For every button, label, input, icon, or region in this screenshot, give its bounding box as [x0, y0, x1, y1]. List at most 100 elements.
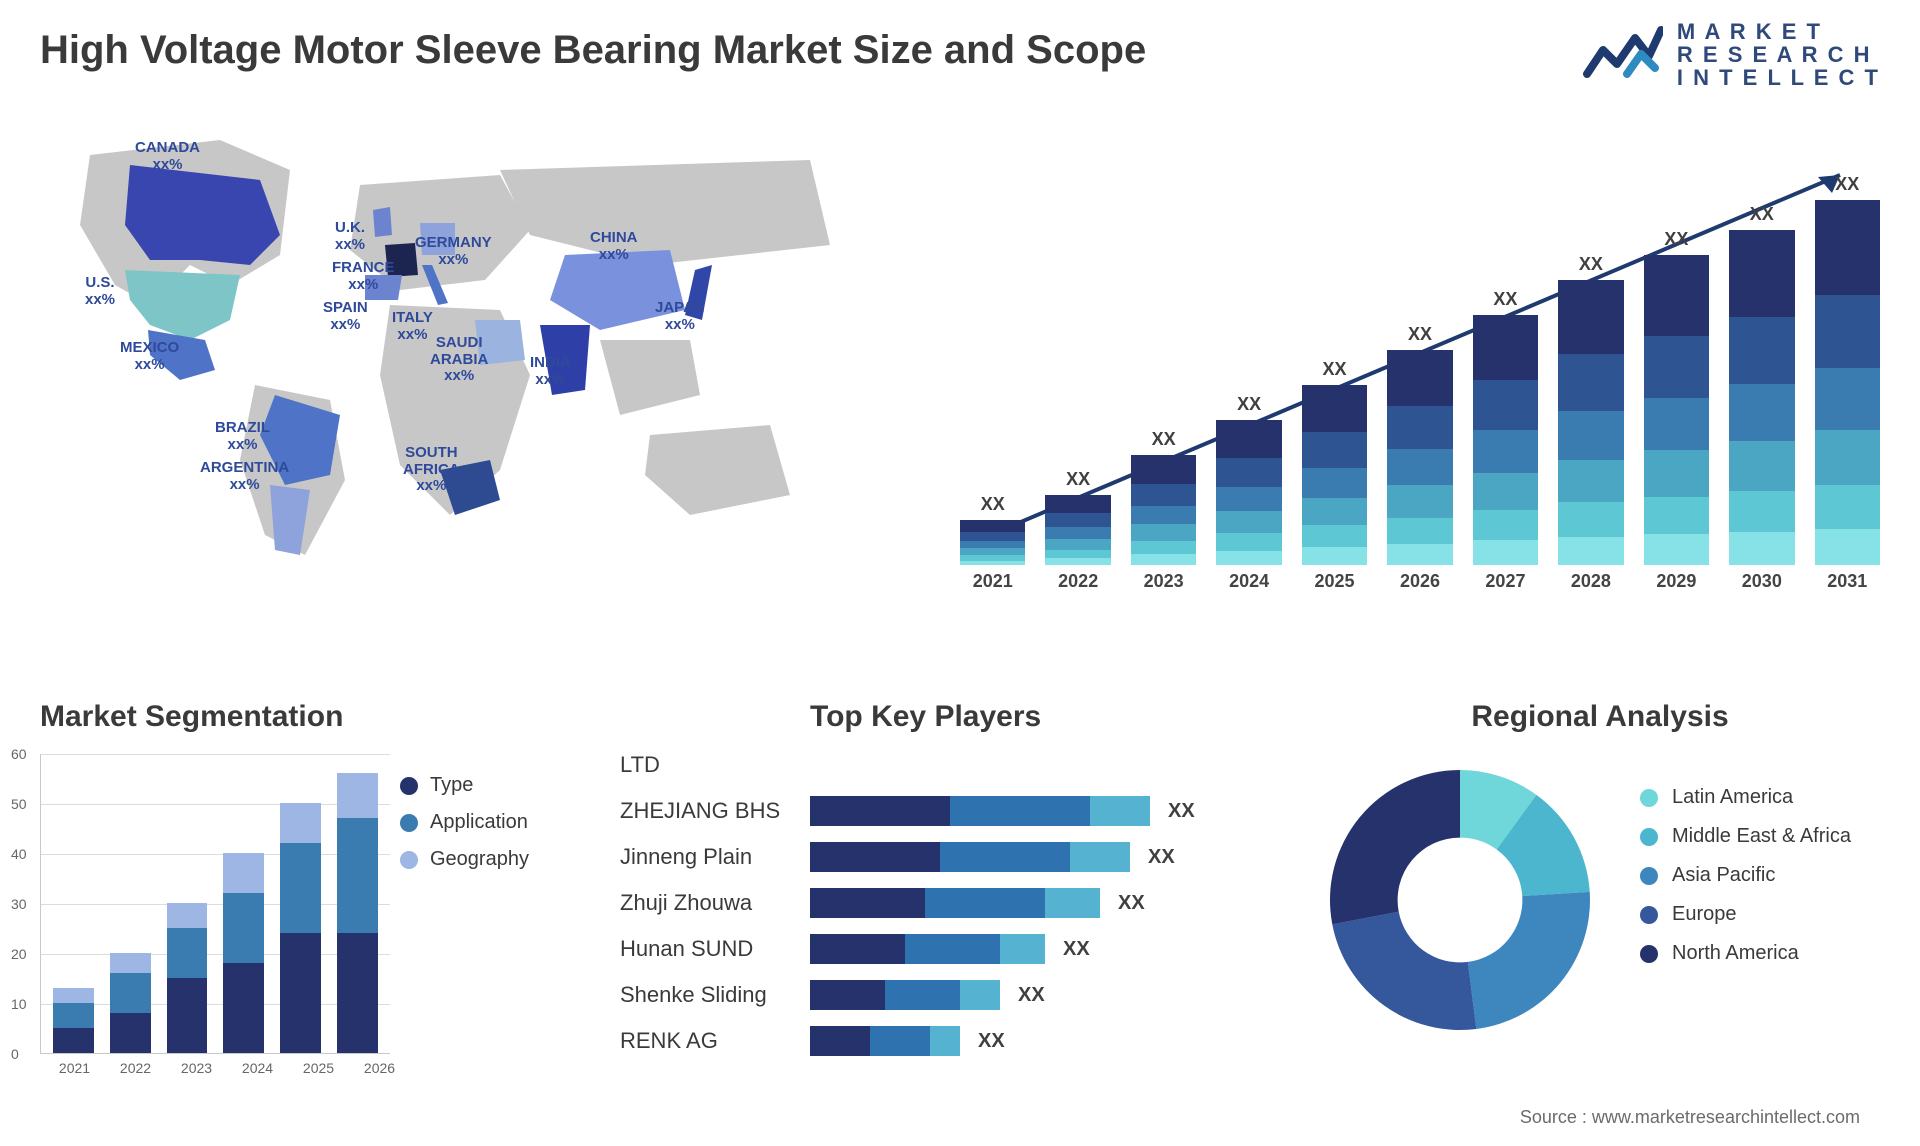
kp-row: Hunan SUND XX	[620, 926, 1270, 972]
world-map: CANADAxx%U.S.xx%MEXICOxx%BRAZILxx%ARGENT…	[30, 115, 930, 645]
map-label: SAUDIARABIAxx%	[430, 335, 488, 385]
kp-row: Shenke Sliding XX	[620, 972, 1270, 1018]
legend-item: Asia Pacific	[1640, 864, 1851, 887]
legend-item: Application	[400, 811, 529, 834]
key-players-section: Top Key Players LTDZHEJIANG BHSXXJinneng…	[620, 700, 1270, 1064]
regional-donut	[1320, 760, 1600, 1040]
kp-row: LTD	[620, 742, 1270, 788]
growth-x-tick: 2031	[1815, 571, 1880, 605]
growth-bar: XX	[1815, 200, 1880, 565]
footer-source: Source : www.marketresearchintellect.com	[1520, 1107, 1860, 1128]
growth-bar: XX	[1045, 495, 1110, 565]
seg-bar	[280, 803, 321, 1053]
kp-bar	[810, 934, 1045, 964]
key-players-title: Top Key Players	[810, 700, 1270, 734]
segmentation-title: Market Segmentation	[40, 700, 580, 734]
growth-bar: XX	[1302, 385, 1367, 565]
seg-y-tick: 0	[11, 1046, 19, 1062]
seg-bar	[167, 903, 208, 1053]
growth-x-tick: 2022	[1045, 571, 1110, 605]
growth-x-tick: 2024	[1216, 571, 1281, 605]
growth-bar: XX	[1387, 350, 1452, 565]
seg-bar	[337, 773, 378, 1053]
map-label: U.K.xx%	[335, 220, 365, 253]
map-label: SPAINxx%	[323, 300, 368, 333]
kp-name: RENK AG	[620, 1028, 810, 1054]
growth-x-tick: 2021	[960, 571, 1025, 605]
seg-y-tick: 60	[11, 746, 27, 762]
kp-value: XX	[1148, 846, 1175, 869]
map-label: ARGENTINAxx%	[200, 460, 289, 493]
map-label: BRAZILxx%	[215, 420, 270, 453]
segmentation-chart: 0102030405060	[40, 754, 390, 1054]
kp-name: Zhuji Zhouwa	[620, 890, 810, 916]
seg-x-tick: 2021	[52, 1054, 97, 1076]
regional-section: Regional Analysis Latin AmericaMiddle Ea…	[1320, 700, 1880, 734]
legend-item: Geography	[400, 848, 529, 871]
kp-name: Jinneng Plain	[620, 844, 810, 870]
kp-row: ZHEJIANG BHS XX	[620, 788, 1270, 834]
kp-name: Hunan SUND	[620, 936, 810, 962]
growth-bar: XX	[1216, 420, 1281, 565]
seg-y-tick: 20	[11, 946, 27, 962]
seg-x-tick: 2023	[174, 1054, 219, 1076]
map-label: GERMANYxx%	[415, 235, 492, 268]
kp-row: Jinneng Plain XX	[620, 834, 1270, 880]
seg-x-tick: 2025	[296, 1054, 341, 1076]
kp-name: ZHEJIANG BHS	[620, 798, 810, 824]
map-label: INDIAxx%	[530, 355, 571, 388]
seg-y-tick: 40	[11, 846, 27, 862]
legend-item: Middle East & Africa	[1640, 825, 1851, 848]
growth-bar: XX	[1473, 315, 1538, 565]
donut-slice	[1332, 912, 1476, 1030]
kp-name: LTD	[620, 752, 810, 778]
map-label: U.S.xx%	[85, 275, 115, 308]
segmentation-section: Market Segmentation 0102030405060 2021 20…	[40, 700, 580, 1076]
map-region-us	[125, 270, 240, 340]
kp-value: XX	[1018, 984, 1045, 1007]
kp-value: XX	[1118, 892, 1145, 915]
map-region-canada	[125, 165, 280, 265]
growth-x-tick: 2025	[1302, 571, 1367, 605]
donut-slice	[1468, 892, 1590, 1029]
map-label: CANADAxx%	[135, 140, 200, 173]
seg-x-tick: 2026	[357, 1054, 402, 1076]
donut-slice	[1330, 770, 1460, 924]
legend-item: Latin America	[1640, 786, 1851, 809]
kp-value: XX	[1168, 800, 1195, 823]
seg-bar	[223, 853, 264, 1053]
legend-item: Type	[400, 774, 529, 797]
legend-item: Europe	[1640, 903, 1851, 926]
growth-bar: XX	[1644, 255, 1709, 565]
growth-bar: XX	[1729, 230, 1794, 565]
growth-x-tick: 2030	[1729, 571, 1794, 605]
growth-bar: XX	[960, 520, 1025, 565]
kp-bar	[810, 888, 1100, 918]
regional-legend: Latin America Middle East & Africa Asia Pa…	[1640, 770, 1851, 981]
map-label: SOUTHAFRICAxx%	[403, 445, 460, 495]
kp-bar	[810, 1026, 960, 1056]
kp-row: RENK AG XX	[620, 1018, 1270, 1064]
kp-name: Shenke Sliding	[620, 982, 810, 1008]
kp-value: XX	[978, 1030, 1005, 1053]
kp-value: XX	[1063, 938, 1090, 961]
map-label: FRANCExx%	[332, 260, 395, 293]
growth-chart: XXXXXXXXXXXXXXXXXXXXXX 20212022202320242…	[960, 155, 1880, 605]
legend-item: North America	[1640, 942, 1851, 965]
seg-y-tick: 50	[11, 796, 27, 812]
map-label: ITALYxx%	[392, 310, 433, 343]
regional-title: Regional Analysis	[1320, 700, 1880, 734]
kp-bar	[810, 796, 1150, 826]
map-label: CHINAxx%	[590, 230, 638, 263]
brand-text: M A R K E T R E S E A R C H I N T E L L …	[1677, 20, 1880, 89]
growth-x-tick: 2023	[1131, 571, 1196, 605]
map-region-russia-gray	[500, 160, 830, 265]
map-region-uk	[373, 207, 392, 237]
seg-x-tick: 2022	[113, 1054, 158, 1076]
brand-mark-icon	[1583, 22, 1663, 87]
growth-x-tick: 2028	[1558, 571, 1623, 605]
kp-row: Zhuji Zhouwa XX	[620, 880, 1270, 926]
seg-x-tick: 2024	[235, 1054, 280, 1076]
brand-logo: M A R K E T R E S E A R C H I N T E L L …	[1583, 20, 1880, 89]
seg-bar	[53, 988, 94, 1053]
